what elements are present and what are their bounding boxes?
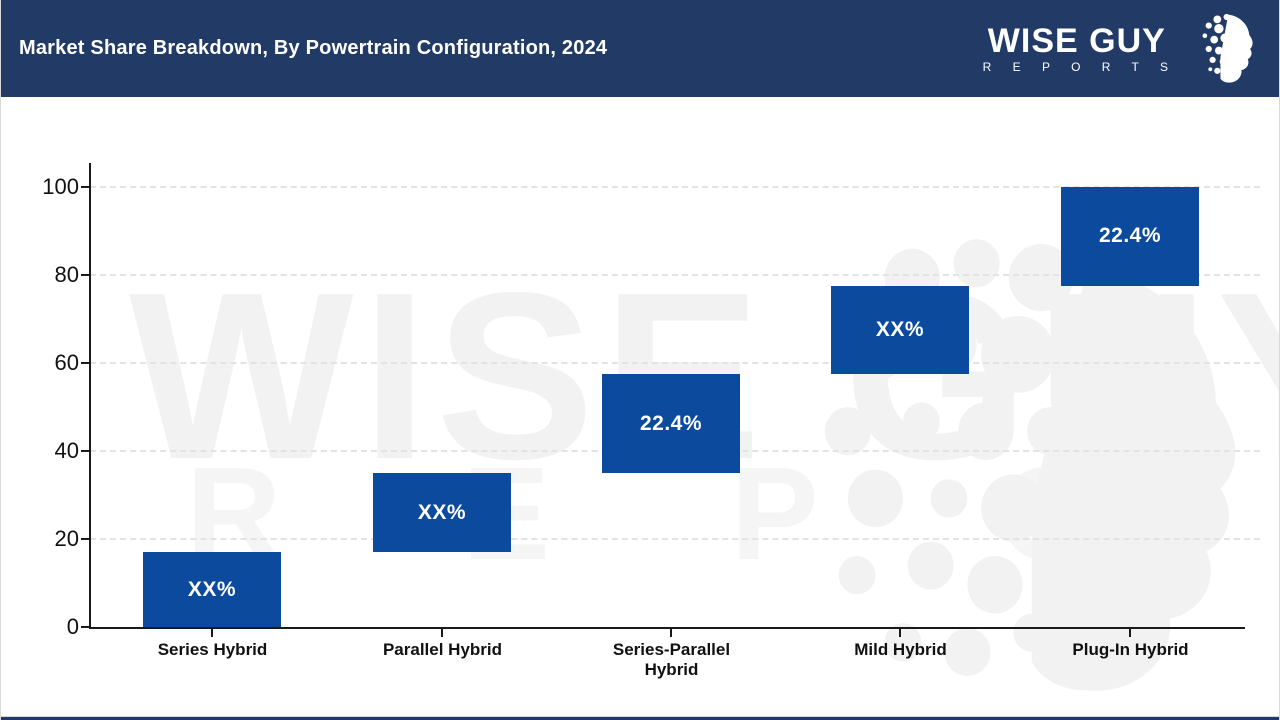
logo-head-icon bbox=[1202, 13, 1253, 83]
y-tick-mark bbox=[81, 186, 89, 188]
bar-value-label: XX% bbox=[417, 500, 467, 524]
y-tick-mark bbox=[81, 626, 89, 628]
y-axis bbox=[89, 163, 91, 629]
y-tick-label: 20 bbox=[54, 526, 79, 551]
x-tick-mark bbox=[1129, 629, 1131, 637]
x-tick-label: Plug-In Hybrid bbox=[1072, 640, 1189, 659]
y-tick-mark bbox=[81, 538, 89, 540]
y-tick-mark bbox=[81, 450, 89, 452]
footer-band bbox=[1, 717, 1279, 720]
gridline bbox=[90, 186, 1260, 188]
y-tick-label: 0 bbox=[66, 614, 79, 639]
x-axis bbox=[89, 627, 1245, 629]
bar: XX% bbox=[373, 473, 511, 553]
x-tick-label: Series Hybrid bbox=[157, 640, 268, 659]
y-tick-label: 80 bbox=[54, 262, 79, 287]
y-tick-label: 60 bbox=[54, 350, 79, 375]
x-tick-mark bbox=[899, 629, 901, 637]
x-tick-label: Parallel Hybrid bbox=[382, 640, 503, 659]
y-tick-label: 40 bbox=[54, 438, 79, 463]
x-tick-mark bbox=[211, 629, 213, 637]
bar: 22.4% bbox=[602, 374, 740, 473]
wise-guy-logo: WISE GUY R E P O R T S bbox=[977, 10, 1261, 88]
bar-value-label: 22.4% bbox=[1098, 224, 1162, 248]
logo-wordmark: WISE GUY bbox=[987, 21, 1166, 60]
x-tick-mark bbox=[441, 629, 443, 637]
x-tick-mark bbox=[670, 629, 672, 637]
gridline bbox=[90, 362, 1260, 364]
x-tick-label: Series-Parallel Hybrid bbox=[612, 640, 731, 679]
logo-text: WISE GUY R E P O R T S bbox=[977, 24, 1177, 74]
bar-value-label: XX% bbox=[187, 577, 237, 601]
logo-subtitle: R E P O R T S bbox=[982, 59, 1177, 74]
y-tick-label: 100 bbox=[42, 174, 79, 199]
bar: XX% bbox=[831, 285, 969, 375]
y-tick-mark bbox=[81, 274, 89, 276]
gridline bbox=[90, 538, 1260, 540]
x-tick-label: Mild Hybrid bbox=[854, 640, 947, 659]
bar-value-label: XX% bbox=[875, 317, 925, 341]
header-band: Market Share Breakdown, By Powertrain Co… bbox=[1, 0, 1279, 97]
footer-divider bbox=[1, 716, 1279, 717]
y-tick-mark bbox=[81, 362, 89, 364]
bar: XX% bbox=[143, 552, 281, 627]
bar-value-label: 22.4% bbox=[639, 411, 703, 435]
bar: 22.4% bbox=[1061, 187, 1199, 286]
gridline bbox=[90, 274, 1260, 276]
chart-title: Market Share Breakdown, By Powertrain Co… bbox=[19, 37, 608, 59]
